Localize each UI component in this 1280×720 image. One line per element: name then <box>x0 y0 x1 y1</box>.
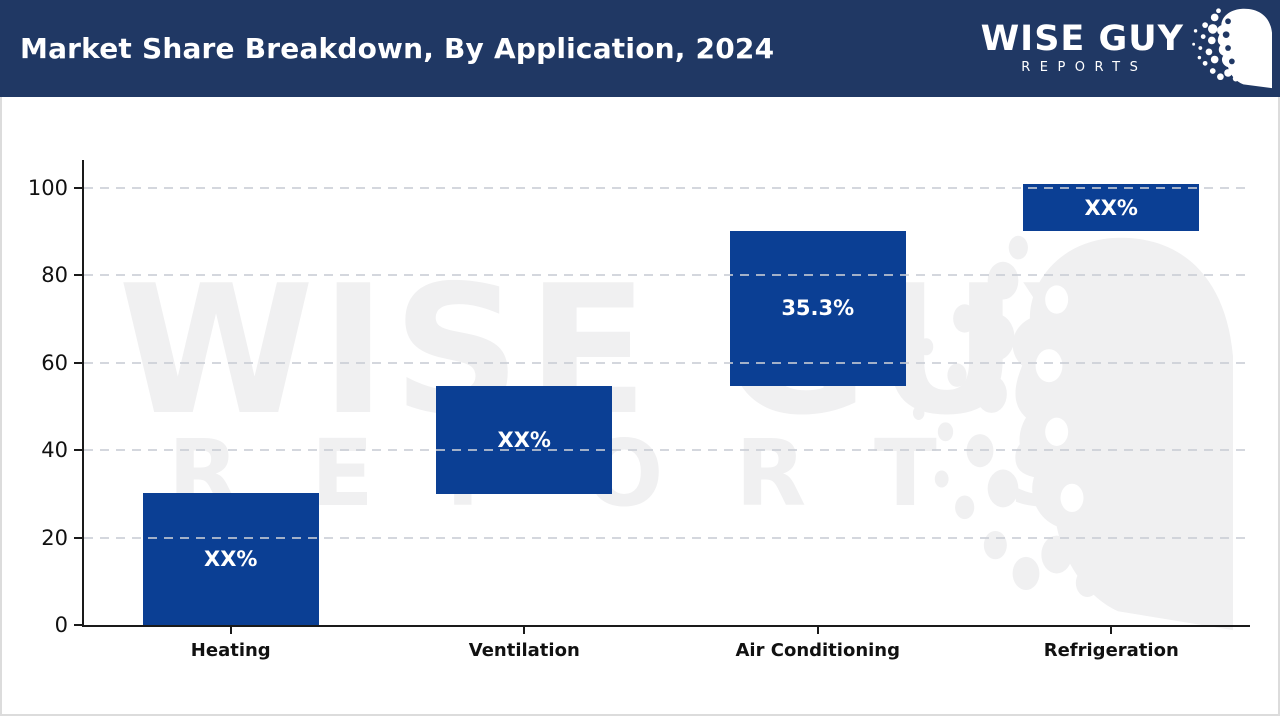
logo-wordmark: WISE GUY <box>980 19 1184 59</box>
brand-logo: WISE GUY REPORTS <box>981 5 1272 93</box>
page-title: Market Share Breakdown, By Application, … <box>20 32 775 65</box>
logo-subtext: REPORTS <box>1021 60 1148 75</box>
logo-face-icon <box>1192 7 1272 88</box>
chart-area <box>0 97 1280 716</box>
header: Market Share Breakdown, By Application, … <box>0 0 1280 97</box>
